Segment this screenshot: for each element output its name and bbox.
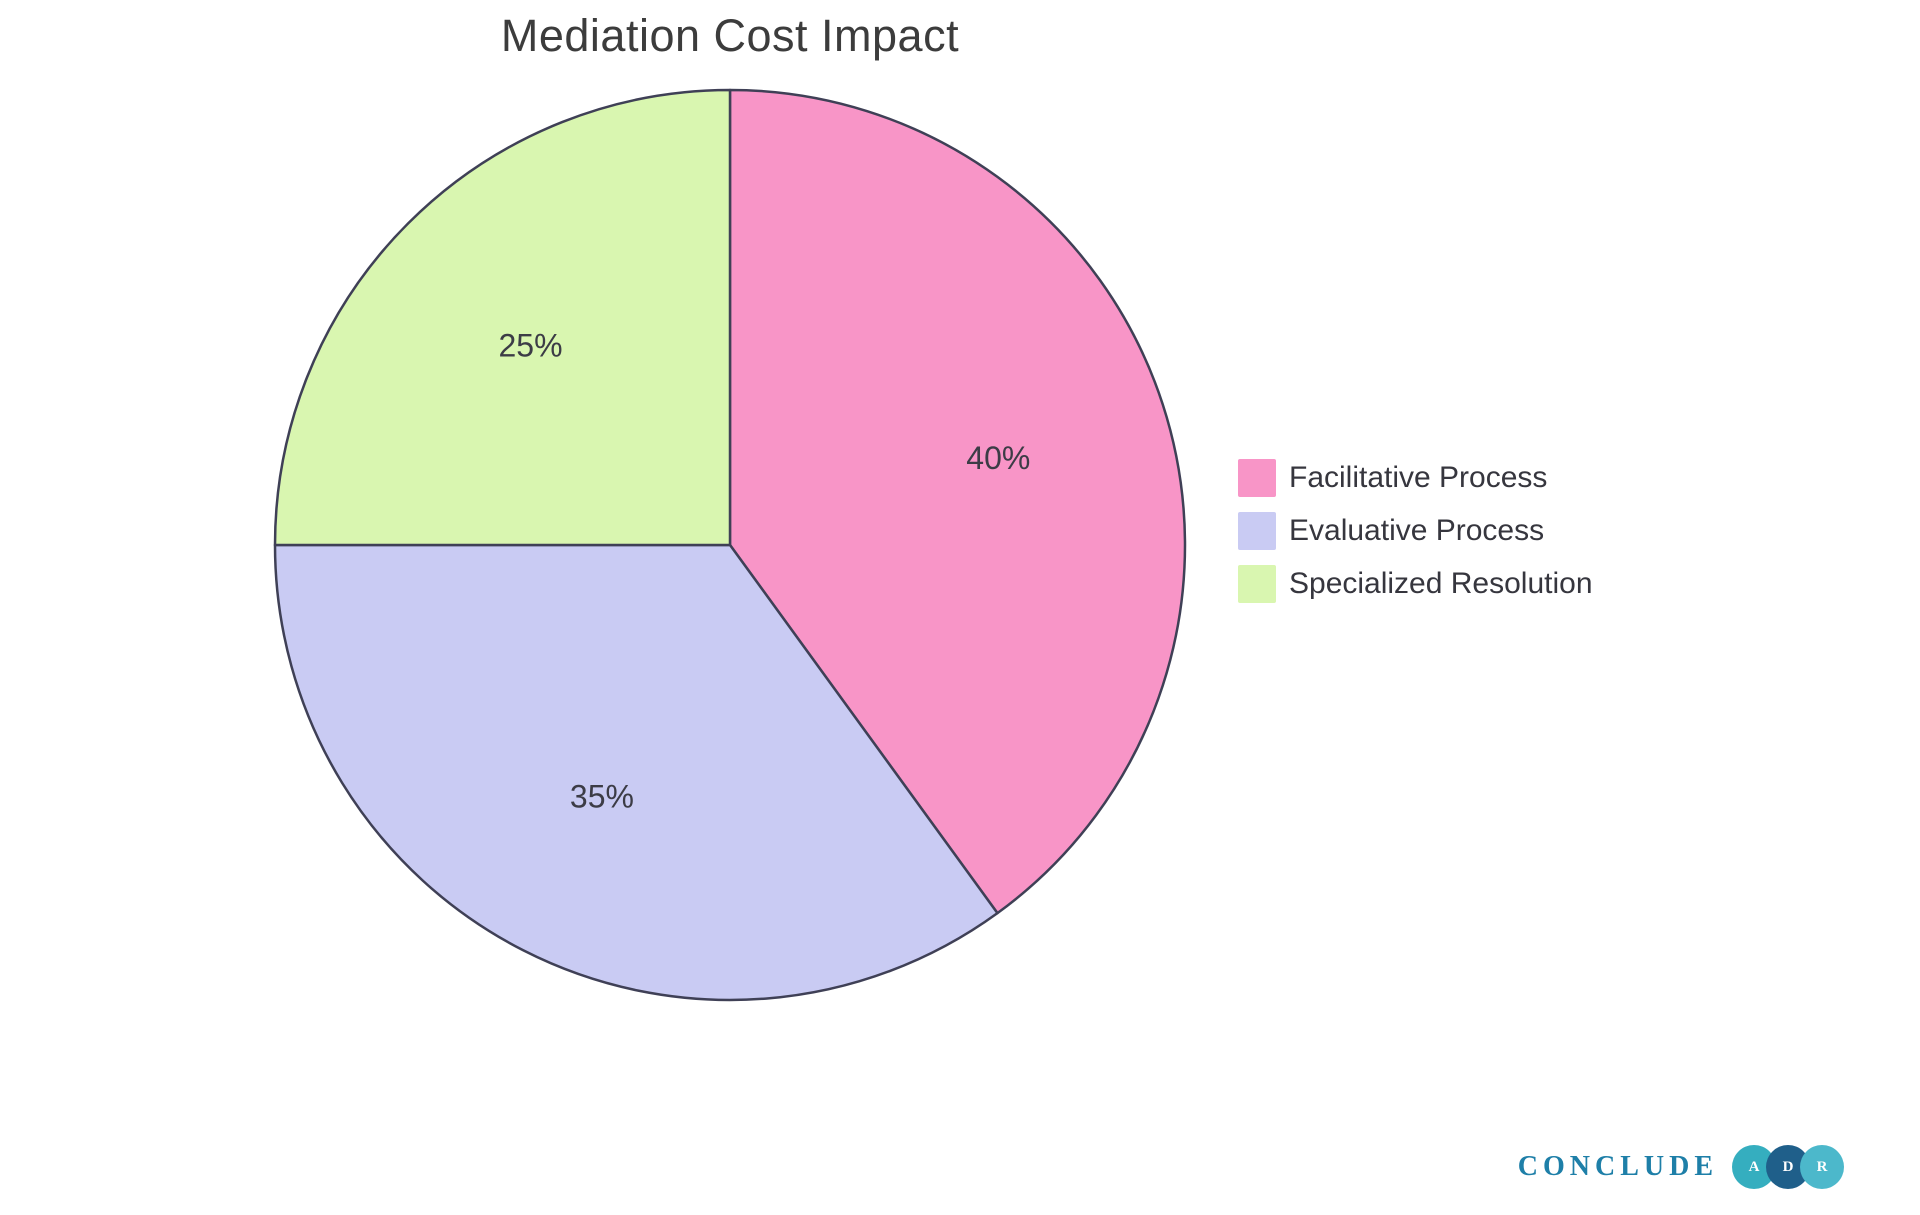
legend-label: Facilitative Process (1289, 461, 1548, 494)
pie-slice-label: 40% (966, 440, 1030, 476)
legend-item: Evaluative Process (1238, 512, 1593, 550)
legend-swatch (1238, 512, 1276, 550)
brand-badge-r: R (1800, 1145, 1844, 1189)
legend-label: Evaluative Process (1289, 514, 1545, 547)
legend-item: Specialized Resolution (1238, 565, 1593, 603)
legend-label: Specialized Resolution (1289, 567, 1593, 600)
pie-chart: 40% 35% 25% (273, 88, 1187, 1002)
legend-swatch (1238, 565, 1276, 603)
brand-wordmark: CONCLUDE (1517, 1151, 1718, 1182)
pie-slice-0 (728, 88, 1187, 915)
pie-slice-label: 25% (499, 328, 563, 364)
legend-item: Facilitative Process (1238, 459, 1593, 497)
pie-slice-label: 35% (570, 779, 634, 815)
legend-swatch (1238, 459, 1276, 497)
pie-slice-2 (273, 88, 732, 547)
legend: Facilitative Process Evaluative Process Sp… (1238, 459, 1593, 603)
chart-title: Mediation Cost Impact (500, 10, 960, 61)
pie-slice-1 (273, 543, 999, 1002)
